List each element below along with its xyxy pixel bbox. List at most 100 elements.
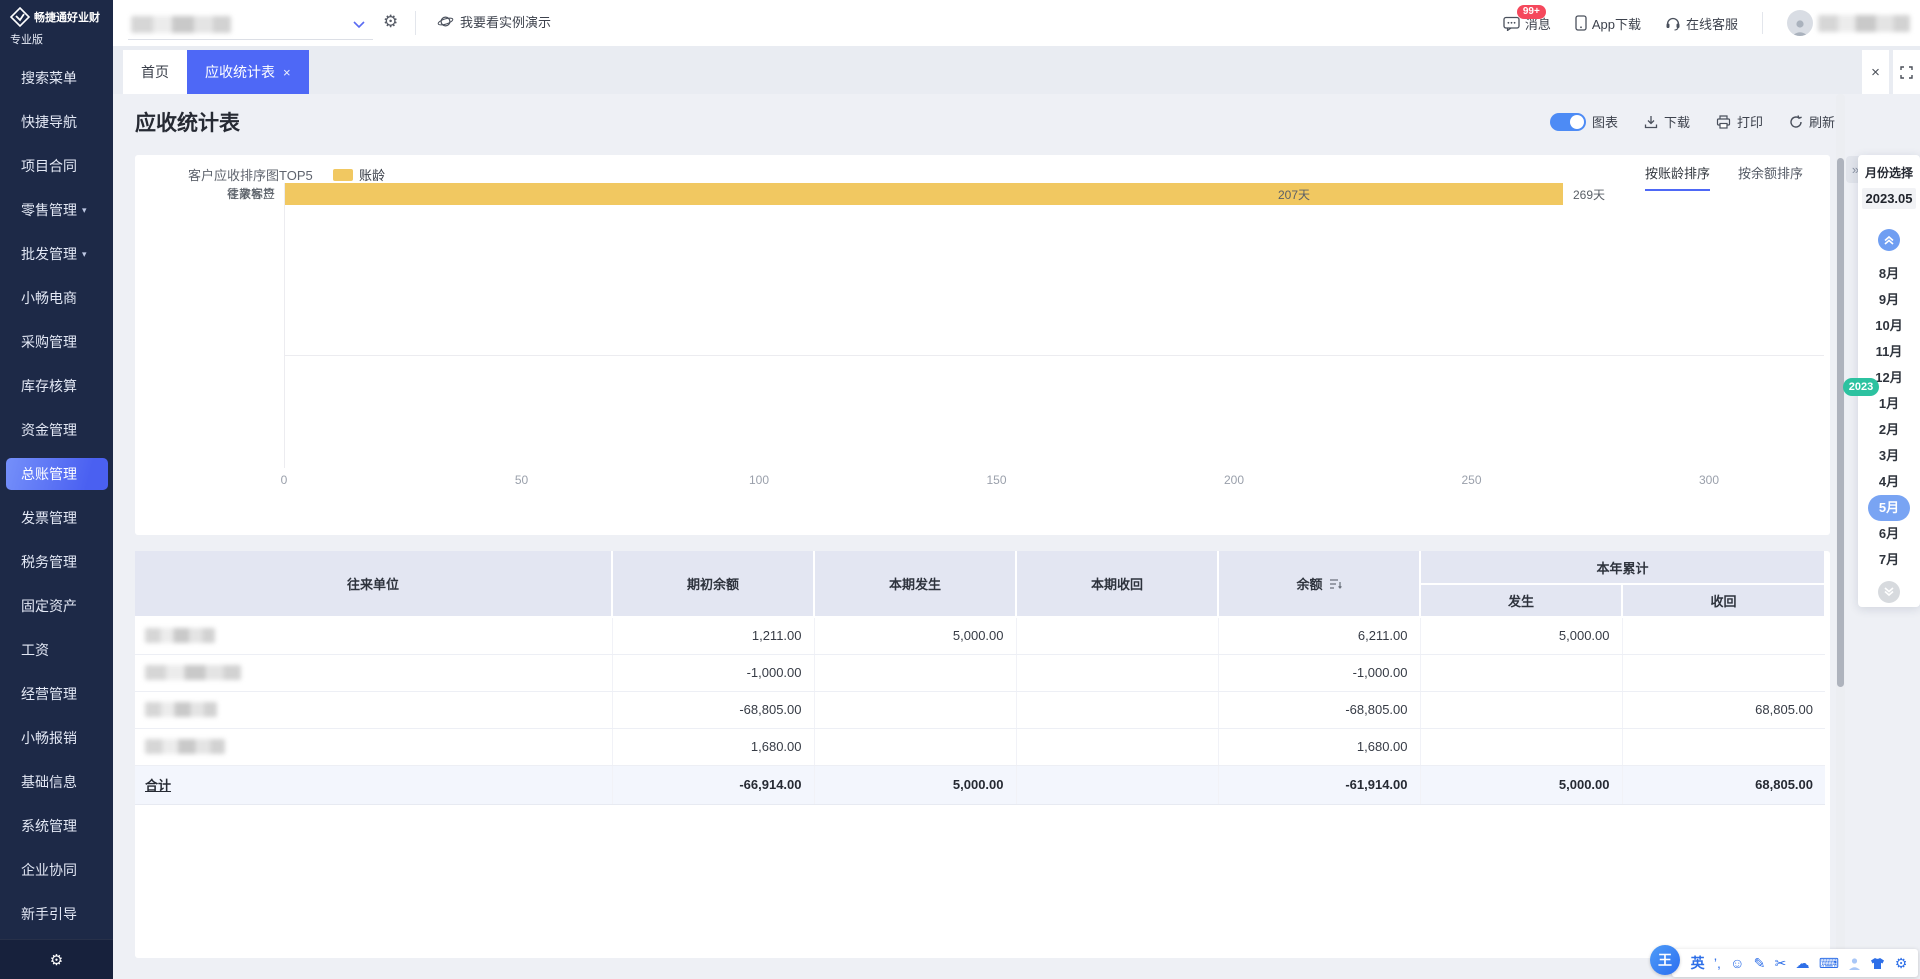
- month-item[interactable]: 11月: [1875, 344, 1903, 359]
- month-item[interactable]: 8月: [1878, 266, 1900, 281]
- support-button[interactable]: 在线客服: [1665, 14, 1738, 33]
- app-download-label: App下载: [1591, 16, 1641, 32]
- download-label: 下载: [1663, 115, 1690, 130]
- sidebar-item[interactable]: 发票管理: [21, 510, 77, 526]
- scissors-icon[interactable]: ✂: [1774, 955, 1787, 971]
- cell-value: [1016, 654, 1219, 692]
- main-content: 应收统计表 图表 下载 打印 刷新 客户应收排序图TOP5 账龄 按账龄排序 按…: [113, 94, 1920, 979]
- keyboard-icon[interactable]: ⌨: [1818, 955, 1839, 971]
- scrollbar-thumb[interactable]: [1837, 158, 1844, 687]
- fullscreen-icon: [1900, 65, 1913, 79]
- scroll-months-up-button[interactable]: [1878, 229, 1900, 251]
- chart-toggle[interactable]: 图表: [1549, 112, 1618, 131]
- month-item-selected[interactable]: 5月: [1868, 495, 1910, 521]
- cell-value: [1622, 617, 1826, 655]
- sidebar-item[interactable]: 批发管理 ▾: [21, 246, 87, 262]
- month-item[interactable]: 12月: [1875, 370, 1903, 385]
- download-icon: [1644, 115, 1658, 128]
- sidebar-item[interactable]: 固定资产: [21, 598, 77, 614]
- scroll-months-down-button[interactable]: [1878, 581, 1900, 603]
- sort-tabs: 按账龄排序 按余额排序: [1644, 163, 1803, 191]
- sidebar-item[interactable]: 库存核算: [21, 378, 77, 394]
- sidebar-item[interactable]: 项目合同: [21, 158, 77, 174]
- sort-descending-icon[interactable]: [1329, 578, 1342, 590]
- unit-name-redacted: [135, 654, 613, 692]
- bar[interactable]: [285, 183, 1268, 205]
- person-icon[interactable]: [1848, 957, 1861, 970]
- col-header-ytd-received: 收回: [1620, 584, 1827, 618]
- month-list: 8月 9月 10月 11月 12月 1月 2月 3月 4月 5月 6月 7月: [1858, 261, 1920, 573]
- sidebar-item[interactable]: 经营管理: [21, 686, 77, 702]
- download-button[interactable]: 下载: [1644, 112, 1690, 131]
- col-header-current-incurred: 本期发生: [813, 551, 1017, 618]
- tab-label: 首页: [141, 64, 169, 80]
- bar-value-label: 207天: [1278, 187, 1311, 202]
- skin-icon[interactable]: [1870, 957, 1885, 970]
- x-tick-label: 250: [1461, 473, 1482, 487]
- ime-logo-button[interactable]: 王: [1650, 945, 1680, 975]
- balance-header-label: 余额: [1296, 577, 1323, 592]
- settings-gear-icon[interactable]: ⚙: [383, 12, 399, 31]
- gear-icon[interactable]: ⚙: [1894, 955, 1908, 971]
- unit-name-redacted: [135, 617, 613, 655]
- sidebar-item[interactable]: 系统管理: [21, 818, 77, 834]
- sidebar-item-active[interactable]: 总账管理: [6, 458, 108, 490]
- user-menu[interactable]: [1787, 10, 1910, 36]
- month-item[interactable]: 1月: [1878, 396, 1900, 411]
- sidebar-item[interactable]: 搜索菜单: [21, 70, 77, 86]
- total-label[interactable]: 合计: [145, 778, 172, 793]
- sort-by-balance-tab[interactable]: 按余额排序: [1737, 166, 1803, 181]
- cell-value: -1,000.00: [612, 654, 815, 692]
- brand-logo-icon: [10, 7, 30, 27]
- sidebar-item[interactable]: 小畅报销: [21, 730, 77, 746]
- sidebar-item[interactable]: 零售管理 ▾: [21, 202, 87, 218]
- refresh-button[interactable]: 刷新: [1789, 112, 1835, 131]
- month-item[interactable]: 3月: [1878, 448, 1900, 463]
- sidebar-item[interactable]: 税务管理: [21, 554, 77, 570]
- pencil-icon[interactable]: ✎: [1753, 955, 1766, 971]
- app-download-button[interactable]: App下载: [1575, 14, 1641, 33]
- cell-value: 1,680.00: [1218, 728, 1421, 766]
- cloud-icon[interactable]: ☁: [1795, 955, 1810, 971]
- ime-english-mode[interactable]: 英: [1690, 955, 1705, 971]
- month-item[interactable]: 10月: [1875, 318, 1903, 333]
- month-item[interactable]: 7月: [1878, 552, 1900, 567]
- sidebar-item[interactable]: 小畅电商: [21, 290, 77, 306]
- month-item[interactable]: 9月: [1878, 292, 1900, 307]
- sort-by-aging-tab[interactable]: 按账龄排序: [1644, 163, 1710, 191]
- month-item[interactable]: 4月: [1878, 474, 1900, 489]
- sidebar-item[interactable]: 快捷导航: [21, 114, 77, 130]
- month-item[interactable]: 6月: [1878, 526, 1900, 541]
- sidebar-item[interactable]: 资金管理: [21, 422, 77, 438]
- ime-toolbar: 英 ’, ☺ ✎ ✂ ☁ ⌨ ⚙: [1672, 949, 1918, 977]
- cell-value: [814, 691, 1017, 729]
- print-button[interactable]: 打印: [1716, 112, 1763, 131]
- close-icon[interactable]: ×: [283, 64, 291, 80]
- refresh-label: 刷新: [1808, 115, 1835, 130]
- sidebar-item[interactable]: 基础信息: [21, 774, 77, 790]
- printer-icon: [1716, 114, 1731, 129]
- legend-item[interactable]: 账龄: [333, 165, 385, 184]
- month-item[interactable]: 2月: [1878, 422, 1900, 437]
- sidebar-item[interactable]: 工资: [21, 642, 49, 658]
- messages-button[interactable]: 消息 99+: [1503, 4, 1551, 33]
- toggle-switch-on[interactable]: [1549, 112, 1586, 131]
- avatar: [1787, 10, 1813, 36]
- punctuation-icon[interactable]: ’,: [1713, 955, 1721, 971]
- sidebar-item[interactable]: 采购管理: [21, 334, 77, 350]
- tab-home[interactable]: 首页: [123, 50, 187, 94]
- org-selector[interactable]: [128, 10, 373, 40]
- col-header-current-received: 本期收回: [1015, 551, 1219, 618]
- demo-link[interactable]: 我要看实例演示: [437, 12, 551, 31]
- close-all-button[interactable]: ×: [1862, 50, 1889, 94]
- sidebar-item[interactable]: 企业协同: [21, 862, 77, 878]
- sidebar: 畅捷通好业财 专业版 搜索菜单 快捷导航 项目合同 零售管理 ▾ 批发管理 ▾ 小畅电商 采购管…: [0, 0, 113, 979]
- tab-receivable-stats[interactable]: 应收统计表 ×: [187, 50, 309, 94]
- gear-icon: ⚙: [49, 951, 64, 969]
- sidebar-item[interactable]: 新手引导: [21, 906, 77, 922]
- fullscreen-button[interactable]: [1893, 50, 1920, 94]
- emoji-icon[interactable]: ☺: [1730, 955, 1745, 971]
- table-total-row: 合计 -66,914.00 5,000.00 -61,914.00 5,000.00 68…: [135, 764, 1826, 805]
- sidebar-settings-button[interactable]: ⚙: [0, 939, 113, 979]
- report-toolbar: 图表 下载 打印 刷新: [1549, 112, 1835, 131]
